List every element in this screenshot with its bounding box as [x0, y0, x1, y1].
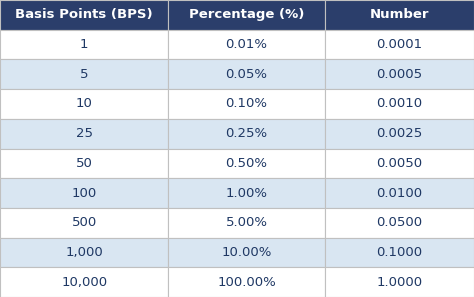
Bar — [0, 238, 168, 267]
Text: 500: 500 — [72, 216, 97, 229]
Bar — [168, 119, 325, 148]
Bar — [325, 59, 474, 89]
Bar — [0, 267, 168, 297]
Text: 0.0025: 0.0025 — [376, 127, 422, 140]
Text: 0.10%: 0.10% — [226, 97, 267, 110]
Bar — [325, 0, 474, 30]
Bar — [0, 148, 168, 178]
Bar — [0, 0, 168, 30]
Text: 5: 5 — [80, 68, 88, 81]
Bar — [325, 148, 474, 178]
Text: 1.00%: 1.00% — [226, 187, 267, 200]
Bar — [168, 208, 325, 238]
Text: 100: 100 — [72, 187, 97, 200]
Bar — [168, 30, 325, 59]
Text: 0.0010: 0.0010 — [376, 97, 422, 110]
Bar — [168, 267, 325, 297]
Bar — [325, 208, 474, 238]
Text: 50: 50 — [76, 157, 92, 170]
Bar — [0, 89, 168, 119]
Text: 0.0500: 0.0500 — [376, 216, 422, 229]
Text: 10.00%: 10.00% — [221, 246, 272, 259]
Bar — [0, 59, 168, 89]
Text: 1: 1 — [80, 38, 88, 51]
Text: 1,000: 1,000 — [65, 246, 103, 259]
Bar — [325, 89, 474, 119]
Text: 0.50%: 0.50% — [226, 157, 267, 170]
Text: 0.0001: 0.0001 — [376, 38, 422, 51]
Bar — [168, 89, 325, 119]
Text: Percentage (%): Percentage (%) — [189, 8, 304, 21]
Bar — [0, 208, 168, 238]
Bar — [325, 30, 474, 59]
Bar — [168, 238, 325, 267]
Bar — [168, 178, 325, 208]
Bar — [168, 59, 325, 89]
Bar — [168, 148, 325, 178]
Text: 0.01%: 0.01% — [226, 38, 267, 51]
Text: Number: Number — [370, 8, 429, 21]
Bar — [325, 178, 474, 208]
Text: 0.25%: 0.25% — [226, 127, 267, 140]
Bar — [325, 267, 474, 297]
Text: 0.0005: 0.0005 — [376, 68, 422, 81]
Text: 0.05%: 0.05% — [226, 68, 267, 81]
Text: 25: 25 — [76, 127, 92, 140]
Text: 0.1000: 0.1000 — [376, 246, 422, 259]
Text: 100.00%: 100.00% — [217, 276, 276, 289]
Text: 10: 10 — [76, 97, 92, 110]
Text: 10,000: 10,000 — [61, 276, 107, 289]
Bar — [168, 0, 325, 30]
Bar — [0, 119, 168, 148]
Text: 1.0000: 1.0000 — [376, 276, 422, 289]
Bar — [0, 30, 168, 59]
Text: 5.00%: 5.00% — [226, 216, 267, 229]
Text: 0.0050: 0.0050 — [376, 157, 422, 170]
Bar — [325, 119, 474, 148]
Bar — [0, 178, 168, 208]
Text: 0.0100: 0.0100 — [376, 187, 422, 200]
Bar — [325, 238, 474, 267]
Text: Basis Points (BPS): Basis Points (BPS) — [15, 8, 153, 21]
